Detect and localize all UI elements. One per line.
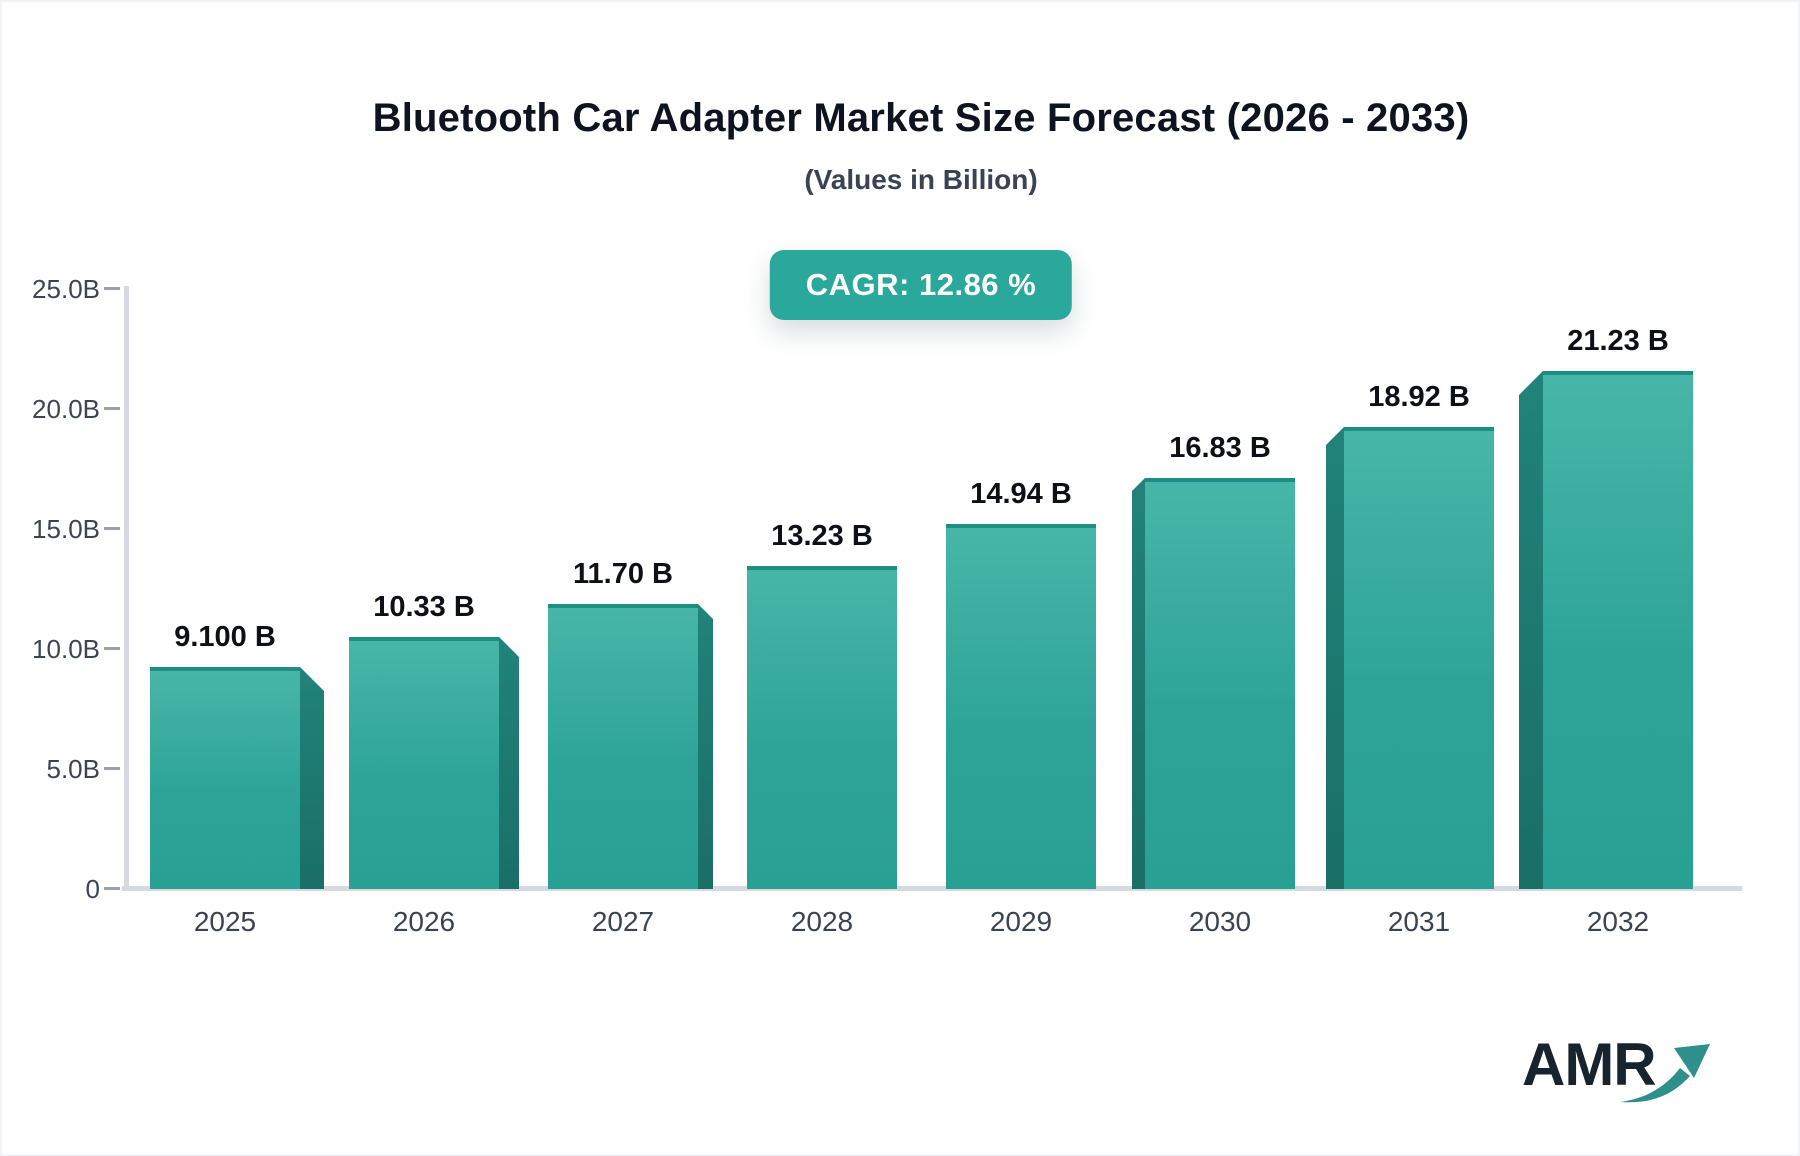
logo-growth-arrow-icon — [1620, 1044, 1710, 1103]
bar-3d-side-2030 — [1132, 478, 1145, 889]
bar-value-label-2030: 16.83 B — [1169, 432, 1271, 464]
bar-2031 — [1344, 427, 1494, 889]
x-axis-label-2027: 2027 — [591, 906, 655, 937]
x-axis-label-2032: 2032 — [1586, 906, 1650, 937]
bar-2029 — [946, 524, 1096, 889]
bar-3d-side-2032 — [1519, 371, 1543, 889]
bar-value-label-2027: 11.70 B — [573, 558, 673, 590]
amr-logo: AMR — [1522, 1030, 1722, 1110]
bar-3d-side-2025 — [300, 667, 324, 889]
x-axis-line — [122, 886, 1742, 891]
amr-logo-text: AMR — [1522, 1031, 1657, 1098]
bar-2030 — [1145, 478, 1295, 889]
bar-2028 — [747, 566, 897, 889]
y-axis-tick — [104, 767, 120, 770]
chart-subtitle: (Values in Billion) — [804, 164, 1038, 195]
bar-2032 — [1543, 371, 1693, 889]
x-axis-label-2025: 2025 — [193, 906, 257, 937]
bar-value-label-2032: 21.23 B — [1567, 325, 1669, 357]
bar-value-label-2025: 9.100 B — [174, 621, 276, 653]
y-axis-tick — [104, 287, 120, 290]
x-axis-label-2031: 2031 — [1387, 906, 1451, 937]
x-axis-label-2029: 2029 — [989, 906, 1053, 937]
x-axis-label-2026: 2026 — [392, 906, 456, 937]
x-axis-label-2030: 2030 — [1188, 906, 1252, 937]
bar-value-label-2028: 13.23 B — [771, 520, 873, 552]
y-axis-tick-label: 20.0B — [32, 394, 100, 424]
y-axis-tick — [104, 887, 120, 890]
y-axis-tick — [104, 407, 120, 410]
bar-2027 — [548, 604, 698, 889]
bar-2026 — [349, 637, 499, 889]
y-axis-tick-label: 25.0B — [32, 274, 100, 304]
bar-3d-side-2031 — [1326, 427, 1344, 889]
bar-3d-side-2027 — [698, 604, 713, 889]
y-axis-tick-label: 15.0B — [32, 514, 100, 544]
bar-3d-side-2026 — [499, 637, 519, 889]
x-axis-label-2028: 2028 — [790, 906, 854, 937]
chart-title: Bluetooth Car Adapter Market Size Foreca… — [372, 96, 1470, 140]
bar-value-label-2029: 14.94 B — [970, 478, 1072, 510]
bar-value-label-2026: 10.33 B — [373, 591, 475, 623]
y-axis-tick — [104, 527, 120, 530]
y-axis-tick — [104, 647, 120, 650]
cagr-badge-label: CAGR: 12.86 % — [805, 267, 1037, 302]
bar-value-label-2031: 18.92 B — [1368, 381, 1470, 413]
cagr-badge: CAGR: 12.86 % — [769, 250, 1073, 320]
y-axis-tick-label: 5.0B — [46, 754, 101, 784]
y-axis-tick-label: 10.0B — [32, 634, 100, 664]
y-axis-tick-label: 0 — [85, 874, 100, 904]
y-axis-line — [124, 286, 129, 891]
bar-2025 — [150, 667, 300, 889]
